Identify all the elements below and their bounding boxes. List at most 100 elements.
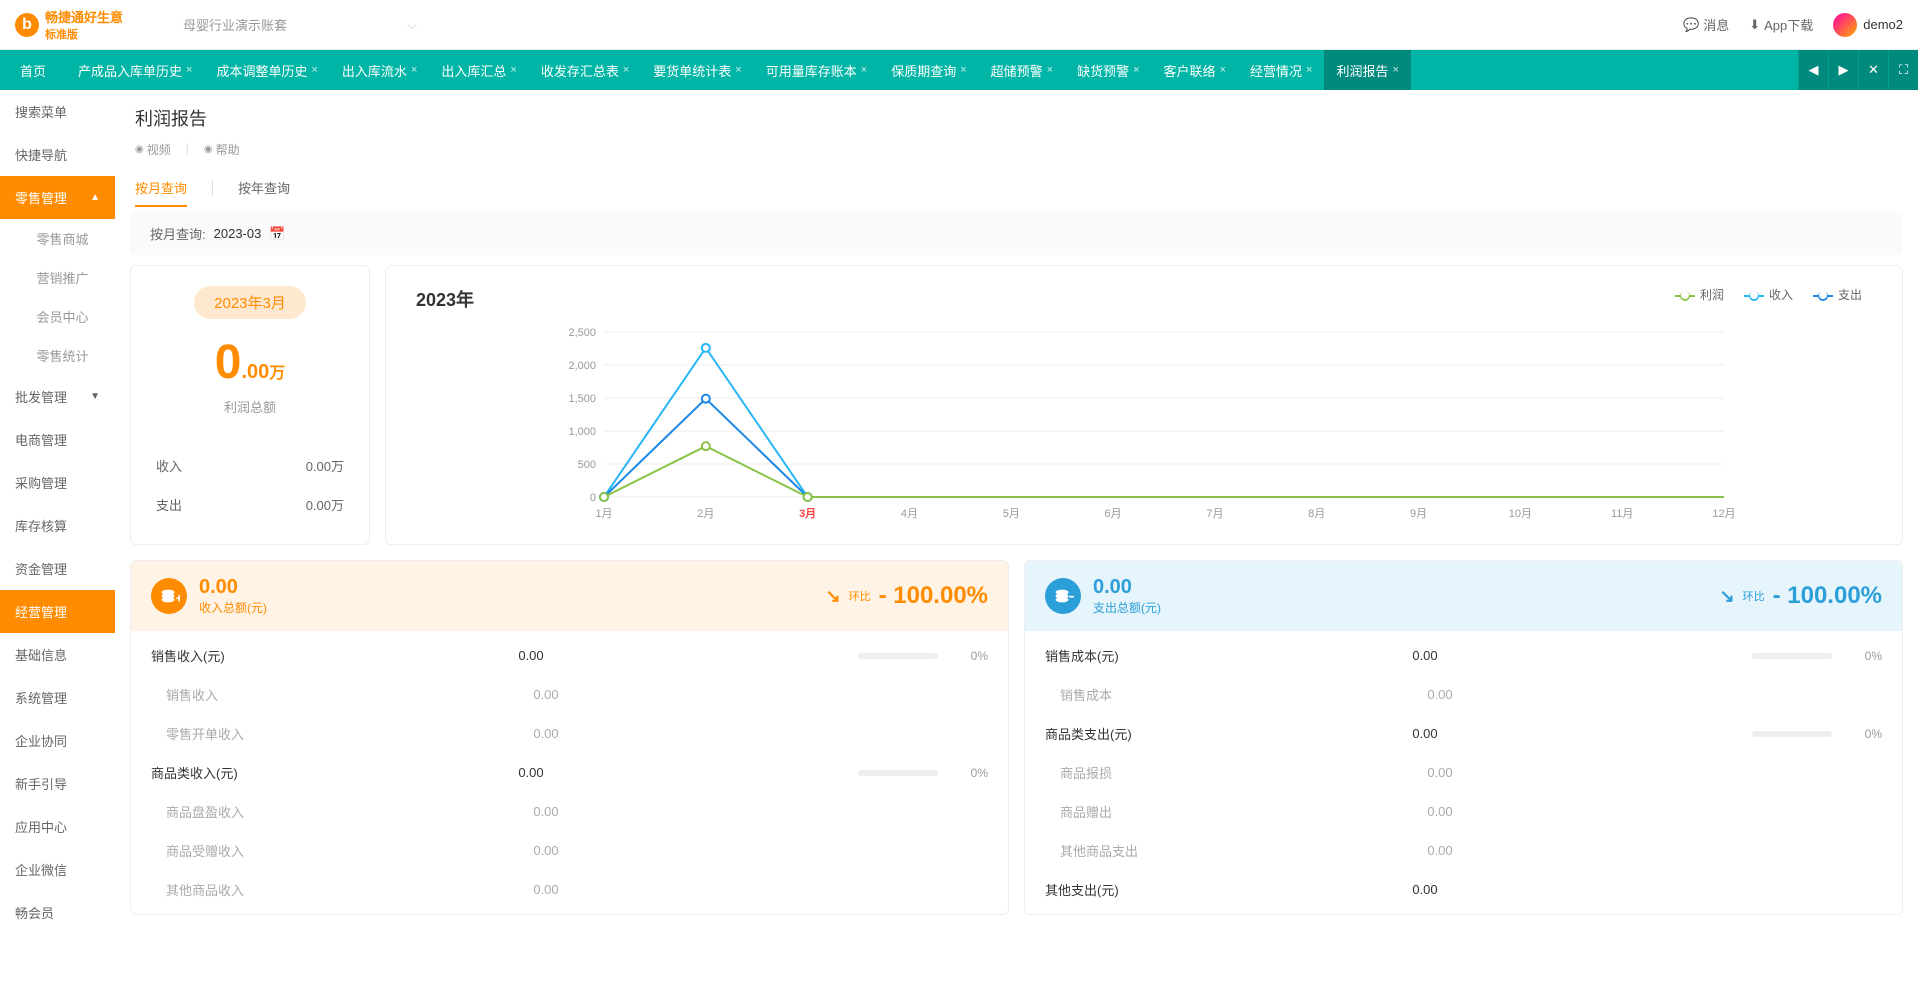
sidebar-item[interactable]: 库存核算: [0, 504, 115, 547]
tab-fullscreen[interactable]: ⛶: [1888, 50, 1918, 90]
tab-item[interactable]: 产成品入库单历史×: [66, 50, 204, 90]
legend-item[interactable]: 收入: [1744, 286, 1793, 303]
close-icon[interactable]: ×: [1133, 64, 1139, 76]
svg-text:2,500: 2,500: [568, 327, 596, 339]
svg-text:12月: 12月: [1712, 508, 1735, 520]
close-icon[interactable]: ×: [735, 64, 741, 76]
sidebar-search[interactable]: 搜索菜单: [0, 90, 115, 133]
sidebar-subitem[interactable]: 营销推广: [0, 258, 115, 297]
sidebar-item[interactable]: 零售管理▲: [0, 176, 115, 219]
close-icon[interactable]: ×: [510, 64, 516, 76]
close-icon[interactable]: ×: [1220, 64, 1226, 76]
download-icon: ⬇: [1749, 17, 1760, 33]
kpi-value: 0.00万: [151, 339, 349, 387]
svg-text:9月: 9月: [1410, 508, 1427, 520]
filter-label: 按月查询:: [150, 224, 206, 243]
income-trend: - 100.00%: [879, 582, 988, 610]
close-icon[interactable]: ×: [960, 64, 966, 76]
user-menu[interactable]: demo2: [1833, 13, 1903, 37]
close-icon[interactable]: ×: [311, 64, 317, 76]
app-download-link[interactable]: ⬇ App下载: [1749, 15, 1813, 34]
sidebar-item[interactable]: 采购管理: [0, 461, 115, 504]
svg-text:10月: 10月: [1509, 508, 1532, 520]
close-icon[interactable]: ×: [1306, 64, 1312, 76]
close-icon[interactable]: ×: [186, 64, 192, 76]
help-link[interactable]: 帮助: [204, 141, 240, 158]
sidebar-subitem[interactable]: 零售商城: [0, 219, 115, 258]
svg-text:2,000: 2,000: [568, 360, 596, 372]
detail-row: 商品类支出(元)0.000%: [1045, 714, 1882, 753]
tab-item[interactable]: 经营情况×: [1238, 50, 1324, 90]
calendar-icon[interactable]: 📅: [269, 226, 285, 242]
tab-item[interactable]: 利润报告×: [1324, 50, 1410, 90]
svg-text:8月: 8月: [1308, 508, 1325, 520]
sidebar-item[interactable]: 畅会员: [0, 891, 115, 934]
tab-close-all[interactable]: ✕: [1858, 50, 1888, 90]
income-amount: 0.00: [199, 576, 267, 599]
video-link[interactable]: 视频: [135, 141, 171, 158]
close-icon[interactable]: ×: [1047, 64, 1053, 76]
sidebar-item[interactable]: 新手引导: [0, 762, 115, 805]
tab-bar: 首页 产成品入库单历史×成本调整单历史×出入库流水×出入库汇总×收发存汇总表×要…: [0, 50, 1918, 90]
svg-text:4月: 4月: [901, 508, 918, 520]
legend-item[interactable]: 支出: [1813, 286, 1862, 303]
sidebar-item[interactable]: 应用中心: [0, 805, 115, 848]
svg-text:2月: 2月: [697, 508, 714, 520]
detail-row: 商品盘盈收入0.00: [151, 792, 988, 831]
svg-text:11月: 11月: [1611, 508, 1633, 520]
tab-item[interactable]: 成本调整单历史×: [204, 50, 329, 90]
legend-item[interactable]: 利润: [1675, 286, 1724, 303]
sidebar-item[interactable]: 快捷导航: [0, 133, 115, 176]
tab-item[interactable]: 要货单统计表×: [641, 50, 753, 90]
logo[interactable]: b 畅捷通好生意 标准版: [15, 7, 123, 42]
sidebar-item[interactable]: 企业协同: [0, 719, 115, 762]
sidebar-item[interactable]: 资金管理: [0, 547, 115, 590]
close-icon[interactable]: ×: [411, 64, 417, 76]
tab-item[interactable]: 收发存汇总表×: [529, 50, 641, 90]
detail-row: 销售成本0.00: [1045, 675, 1882, 714]
detail-row: 商品受赠收入0.00: [151, 831, 988, 870]
tab-item[interactable]: 出入库汇总×: [429, 50, 528, 90]
svg-text:6月: 6月: [1105, 508, 1122, 520]
filter-date[interactable]: 2023-03: [214, 226, 262, 241]
sidebar-item[interactable]: 基础信息: [0, 633, 115, 676]
tab-item[interactable]: 客户联络×: [1152, 50, 1238, 90]
expense-card: − 0.00 支出总额(元) ↘ 环比 - 100.00%: [1024, 560, 1903, 915]
tab-item[interactable]: 超储预警×: [979, 50, 1065, 90]
page-title: 利润报告: [115, 90, 1918, 141]
sidebar-item[interactable]: 经营管理: [0, 590, 115, 633]
subtab-yearly[interactable]: 按年查询: [238, 168, 290, 207]
sidebar-subitem[interactable]: 零售统计: [0, 336, 115, 375]
tab-item[interactable]: 可用量库存账本×: [754, 50, 879, 90]
close-icon[interactable]: ×: [861, 64, 867, 76]
detail-row: 商品报损0.00: [1045, 753, 1882, 792]
kpi-card: 2023年3月 0.00万 利润总额 收入0.00万支出0.00万: [130, 265, 370, 545]
detail-row: 其他支出(元)0.00: [1045, 870, 1882, 909]
sidebar-subitem[interactable]: 会员中心: [0, 297, 115, 336]
sidebar-item[interactable]: 批发管理▼: [0, 375, 115, 418]
svg-text:−: −: [1069, 590, 1075, 606]
logo-subtext: 标准版: [45, 26, 123, 42]
tab-scroll-left[interactable]: ◀: [1798, 50, 1828, 90]
tab-item[interactable]: 保质期查询×: [879, 50, 978, 90]
expense-trend: - 100.00%: [1773, 582, 1882, 610]
sidebar-item[interactable]: 系统管理: [0, 676, 115, 719]
tab-scroll-right[interactable]: ▶: [1828, 50, 1858, 90]
svg-text:3月: 3月: [799, 507, 816, 520]
tab-item[interactable]: 缺货预警×: [1065, 50, 1151, 90]
chart-card: 2023年 利润收入支出 05001,0001,5002,0002,5001月2…: [385, 265, 1903, 545]
close-icon[interactable]: ×: [1392, 64, 1398, 76]
svg-text:1,000: 1,000: [568, 426, 596, 438]
subtab-monthly[interactable]: 按月查询: [135, 168, 187, 207]
sidebar-item[interactable]: 电商管理: [0, 418, 115, 461]
detail-row: 商品类收入(元)0.000%: [151, 753, 988, 792]
company-select[interactable]: 母婴行业演示账套: [183, 15, 417, 34]
close-icon[interactable]: ×: [623, 64, 629, 76]
income-icon: +: [151, 578, 187, 614]
tab-home[interactable]: 首页: [0, 50, 66, 90]
sidebar-item[interactable]: 企业微信: [0, 848, 115, 891]
kpi-row: 支出0.00万: [151, 485, 349, 524]
message-link[interactable]: 💬 消息: [1683, 15, 1729, 34]
logo-text: 畅捷通好生意: [45, 7, 123, 26]
tab-item[interactable]: 出入库流水×: [330, 50, 429, 90]
